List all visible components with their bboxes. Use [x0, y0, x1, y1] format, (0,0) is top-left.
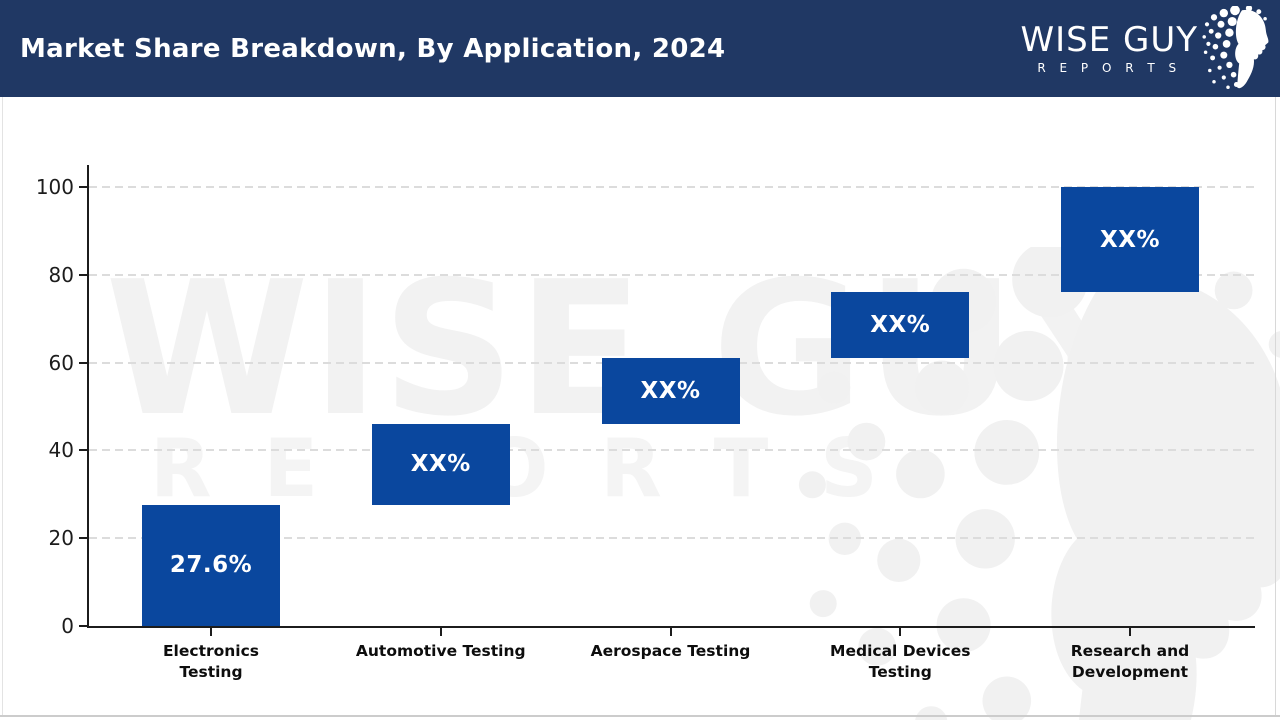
- x-tick-mark: [669, 628, 672, 636]
- y-tick-label: 20: [48, 526, 74, 551]
- watermark-subtext: R E P O R T S: [150, 422, 890, 515]
- y-tick-mark: [79, 537, 87, 540]
- chart-title: Market Share Breakdown, By Application, …: [20, 33, 726, 64]
- y-tick-label: 60: [48, 350, 74, 375]
- header: Market Share Breakdown, By Application, …: [0, 0, 1280, 97]
- bar-value-label: 27.6%: [169, 552, 253, 579]
- x-tick-label: Electronics Testing: [162, 642, 260, 682]
- chart-area: WISE GUY R E P O R T S 0 20 40 60 80 100 27.6%…: [0, 97, 1280, 720]
- x-tick-label: Research and Development: [1070, 642, 1190, 682]
- bar-segment: 27.6%: [142, 504, 280, 626]
- brand-logo: WISE GUY R E P O R T S: [1020, 4, 1270, 93]
- y-tick-mark: [79, 625, 87, 627]
- x-tick-label: Automotive Testing: [355, 642, 526, 660]
- x-tick-label: Medical Devices Testing: [830, 642, 971, 682]
- y-axis-line: [87, 165, 89, 628]
- y-tick-label: 0: [61, 614, 74, 638]
- y-tick-mark: [79, 186, 87, 188]
- bar-segment: XX%: [1061, 187, 1199, 293]
- brand-name: WISE GUY: [1020, 19, 1198, 60]
- bar-value-label: XX%: [1099, 226, 1160, 253]
- y-tick-label: 100: [35, 175, 74, 199]
- y-tick-mark: [79, 449, 87, 452]
- brand-subtitle: R E P O R T S: [1037, 60, 1182, 75]
- y-tick-label: 40: [48, 438, 74, 463]
- gridline: [89, 273, 1254, 276]
- bar-segment: XX%: [371, 424, 510, 505]
- x-tick-label: Aerospace Testing: [590, 642, 751, 660]
- gridline: [89, 537, 1254, 540]
- x-axis-line: [87, 626, 1255, 628]
- y-tick-label: 80: [48, 262, 74, 287]
- brand-face-icon: [1200, 6, 1270, 93]
- frame-right-border: [1275, 97, 1276, 715]
- y-tick-mark: [79, 361, 87, 364]
- bar-value-label: XX%: [410, 451, 471, 478]
- brand-text: WISE GUY R E P O R T S: [1020, 23, 1198, 75]
- x-tick-mark: [210, 628, 212, 636]
- bar-value-label: XX%: [870, 312, 931, 339]
- gridline: [89, 186, 1254, 188]
- x-tick-mark: [1129, 628, 1131, 636]
- frame-left-border: [2, 97, 3, 715]
- bar-segment: XX%: [831, 292, 970, 359]
- x-tick-mark: [899, 628, 902, 636]
- gridline: [89, 449, 1254, 452]
- x-tick-mark: [439, 628, 442, 636]
- y-tick-mark: [79, 273, 87, 276]
- frame-bottom-border: [0, 715, 1280, 717]
- bar-segment: XX%: [601, 358, 740, 425]
- bar-value-label: XX%: [640, 378, 701, 405]
